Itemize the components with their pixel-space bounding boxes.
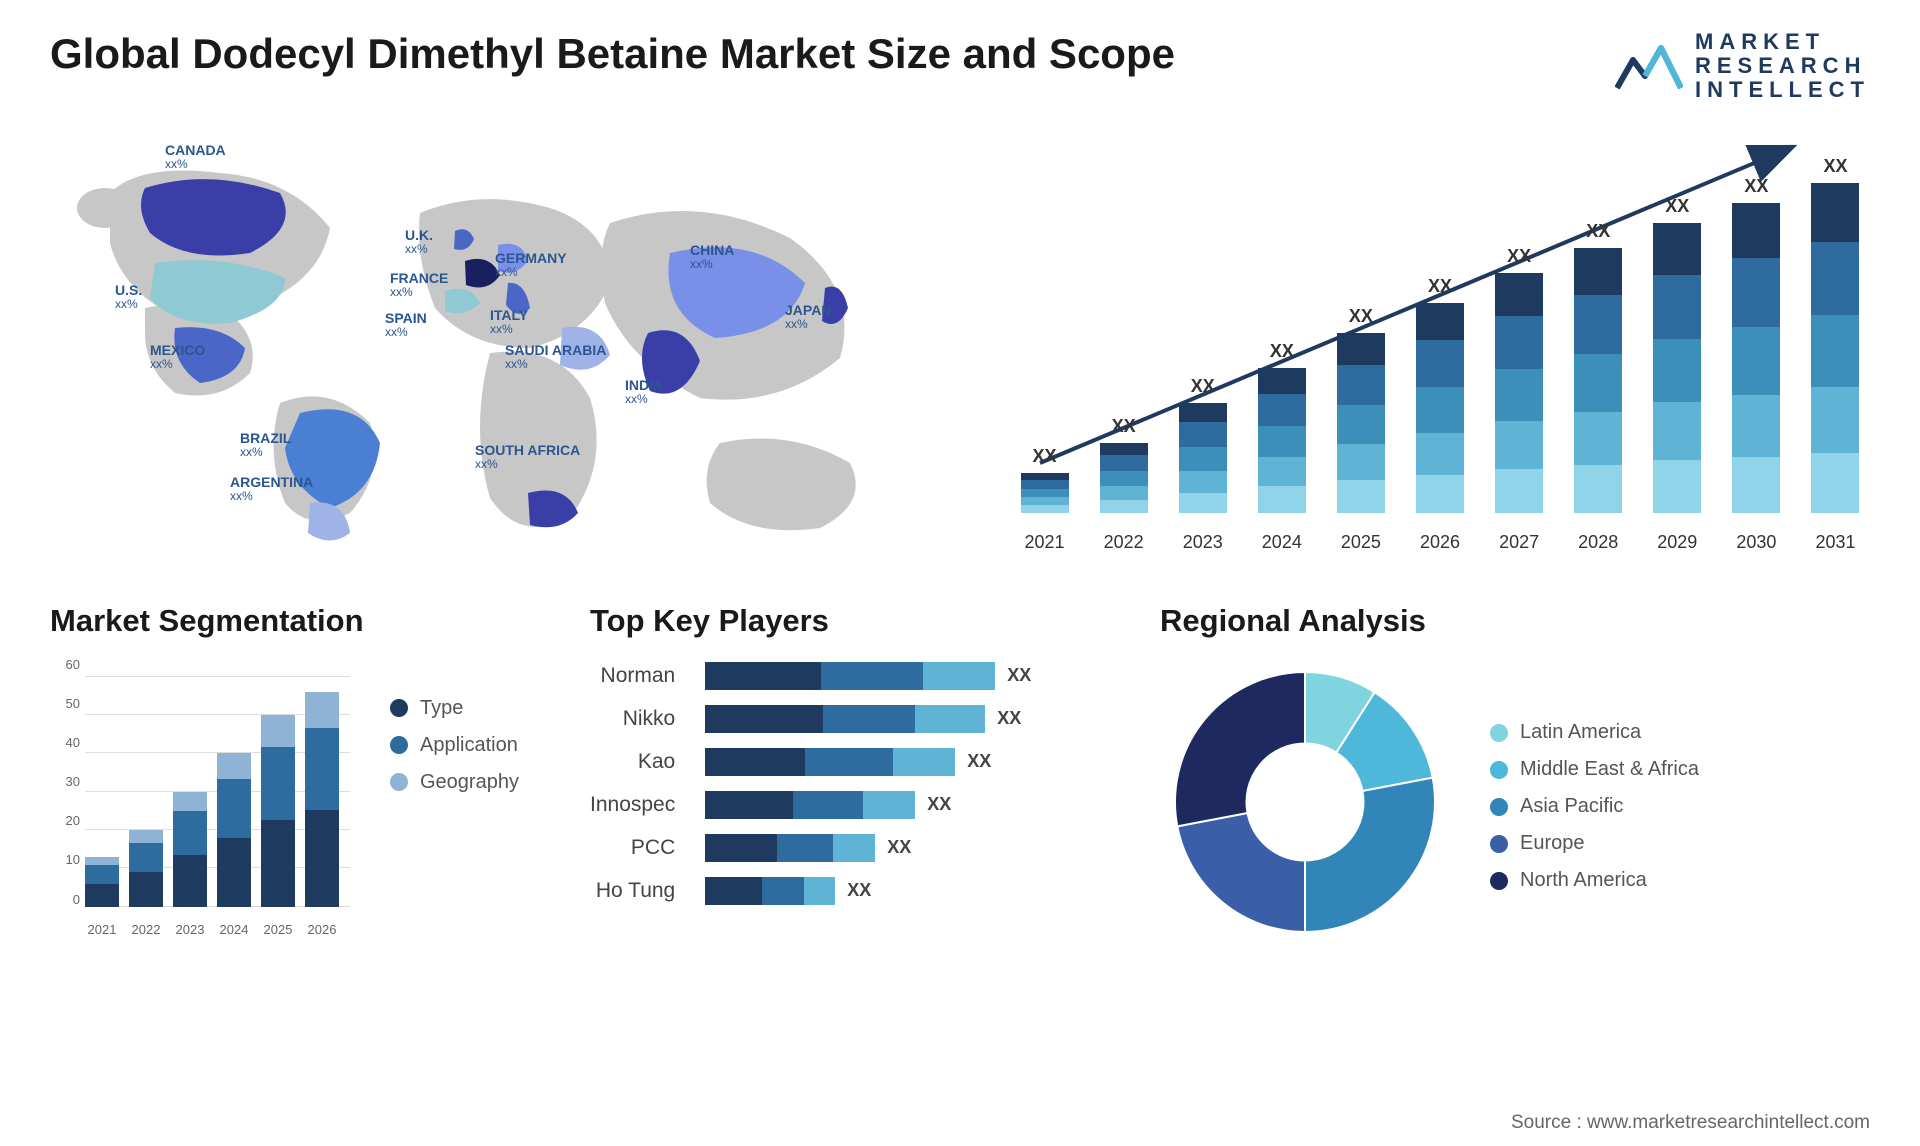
main-bar-value: XX [1349, 306, 1373, 327]
main-xaxis-label: 2025 [1326, 532, 1395, 553]
map-label-italy: ITALYxx% [490, 308, 528, 337]
map-label-argentina: ARGENTINAxx% [230, 475, 313, 504]
main-bar-value: XX [1586, 221, 1610, 242]
player-bar-row: XX [705, 661, 1031, 691]
regional-legend-item: Middle East & Africa [1490, 758, 1699, 781]
player-bar-row: XX [705, 747, 1031, 777]
player-label: Innospec [590, 790, 675, 820]
seg-bar-2025 [261, 715, 295, 907]
logo: MARKET RESEARCH INTELLECT [1615, 30, 1870, 103]
main-bar-2029: XX [1643, 196, 1712, 513]
player-bar-row: XX [705, 876, 1031, 906]
map-label-uk: U.K.xx% [405, 228, 433, 257]
logo-line3: INTELLECT [1695, 78, 1870, 102]
player-bar-row: XX [705, 833, 1031, 863]
main-bar-value: XX [1112, 416, 1136, 437]
player-label: PCC [590, 833, 675, 863]
main-bar-2027: XX [1485, 246, 1554, 513]
main-xaxis-label: 2022 [1089, 532, 1158, 553]
regional-donut [1160, 657, 1450, 947]
map-label-saudiarabia: SAUDI ARABIAxx% [505, 343, 606, 372]
main-bar-2026: XX [1405, 276, 1474, 513]
main-bar-value: XX [1428, 276, 1452, 297]
seg-legend-item: Geography [390, 771, 519, 794]
map-label-japan: JAPANxx% [785, 303, 831, 332]
main-bar-value: XX [1033, 446, 1057, 467]
map-label-canada: CANADAxx% [165, 143, 226, 172]
map-label-us: U.S.xx% [115, 283, 142, 312]
donut-slice [1177, 813, 1305, 932]
main-xaxis-label: 2021 [1010, 532, 1079, 553]
players-title: Top Key Players [590, 603, 1120, 639]
seg-bar-2026 [305, 692, 339, 907]
main-bar-2031: XX [1801, 156, 1870, 513]
player-bar-row: XX [705, 704, 1031, 734]
map-label-southafrica: SOUTH AFRICAxx% [475, 443, 580, 472]
donut-slice [1305, 777, 1435, 931]
segmentation-title: Market Segmentation [50, 603, 550, 639]
seg-bar-2023 [173, 792, 207, 907]
main-bar-2022: XX [1089, 416, 1158, 513]
seg-bar-2021 [85, 857, 119, 907]
seg-legend-item: Application [390, 734, 519, 757]
map-label-china: CHINAxx% [690, 243, 734, 272]
segmentation-chart: 0102030405060 202120222023202420252026 [50, 657, 350, 937]
donut-slice [1175, 672, 1305, 826]
player-label: Ho Tung [590, 876, 675, 906]
main-bar-2023: XX [1168, 376, 1237, 513]
logo-icon [1615, 40, 1683, 92]
main-bar-value: XX [1665, 196, 1689, 217]
main-bar-2030: XX [1722, 176, 1791, 513]
main-xaxis-label: 2026 [1405, 532, 1474, 553]
map-label-mexico: MEXICOxx% [150, 343, 205, 372]
regional-legend-item: Europe [1490, 832, 1699, 855]
map-label-spain: SPAINxx% [385, 311, 427, 340]
map-label-india: INDIAxx% [625, 378, 663, 407]
seg-bar-2022 [129, 830, 163, 907]
main-xaxis-label: 2027 [1485, 532, 1554, 553]
source-label: Source : www.marketresearchintellect.com [1511, 1112, 1870, 1134]
map-label-france: FRANCExx% [390, 271, 448, 300]
logo-line1: MARKET [1695, 30, 1870, 54]
main-xaxis-label: 2030 [1722, 532, 1791, 553]
main-bar-2028: XX [1564, 221, 1633, 513]
main-bar-value: XX [1507, 246, 1531, 267]
main-growth-chart: XX XX XX XX XX XX XX XX XX XX XX 2021 2022 2023 2024 2… [1010, 133, 1870, 553]
main-xaxis-label: 2031 [1801, 532, 1870, 553]
logo-line2: RESEARCH [1695, 54, 1870, 78]
player-label: Kao [590, 747, 675, 777]
player-label: Norman [590, 661, 675, 691]
main-bar-value: XX [1191, 376, 1215, 397]
main-xaxis-label: 2028 [1564, 532, 1633, 553]
main-xaxis-label: 2029 [1643, 532, 1712, 553]
main-bar-value: XX [1270, 341, 1294, 362]
main-xaxis-label: 2024 [1247, 532, 1316, 553]
regional-title: Regional Analysis [1160, 603, 1870, 639]
main-bar-value: XX [1744, 176, 1768, 197]
page-title: Global Dodecyl Dimethyl Betaine Market S… [50, 30, 1175, 78]
regional-legend-item: Asia Pacific [1490, 795, 1699, 818]
regional-legend-item: Latin America [1490, 721, 1699, 744]
main-bar-value: XX [1823, 156, 1847, 177]
player-label: Nikko [590, 704, 675, 734]
world-map-panel: CANADAxx% U.S.xx% MEXICOxx% BRAZILxx% ARGENT… [50, 133, 950, 553]
seg-bar-2024 [217, 753, 251, 906]
main-bar-2021: XX [1010, 446, 1079, 513]
main-bar-2025: XX [1326, 306, 1395, 513]
map-label-brazil: BRAZILxx% [240, 431, 291, 460]
map-label-germany: GERMANYxx% [495, 251, 567, 280]
regional-legend-item: North America [1490, 869, 1699, 892]
seg-legend-item: Type [390, 697, 519, 720]
player-bar-row: XX [705, 790, 1031, 820]
main-xaxis-label: 2023 [1168, 532, 1237, 553]
main-bar-2024: XX [1247, 341, 1316, 513]
